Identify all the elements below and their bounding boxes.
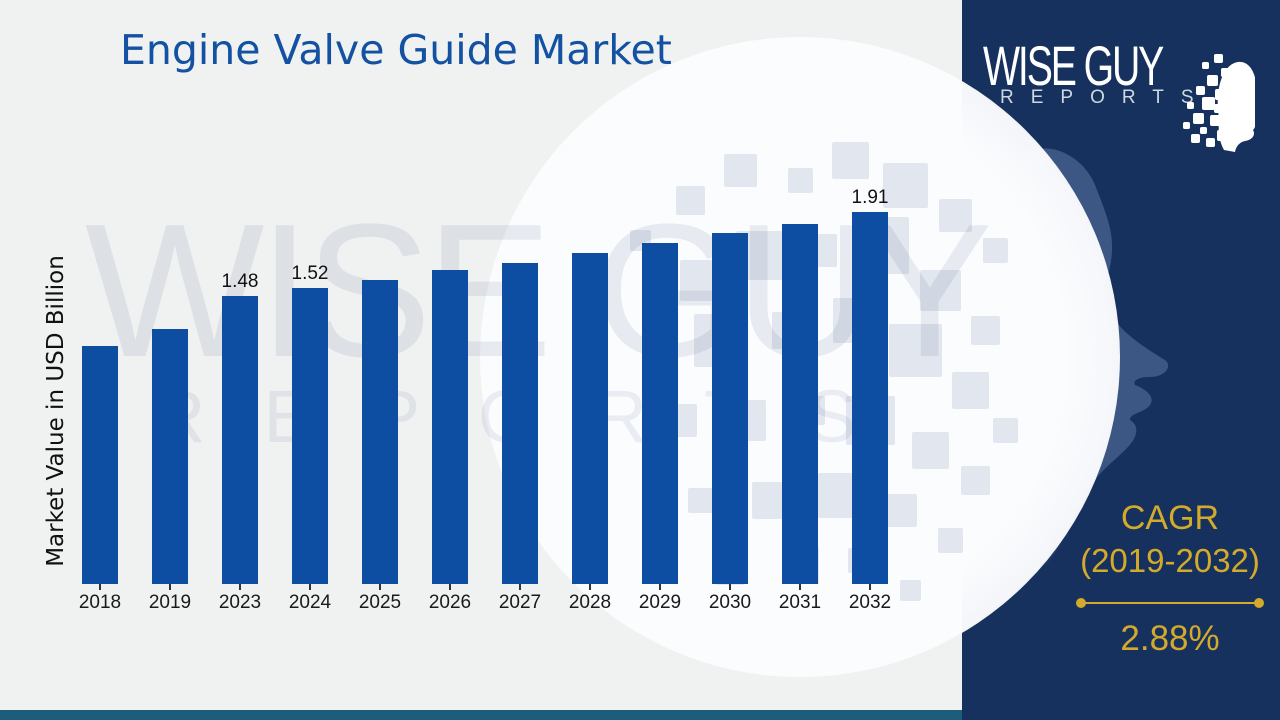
x-axis-tick — [309, 584, 311, 590]
bar-2028 — [572, 253, 608, 584]
line-dot-right — [1254, 597, 1264, 608]
bar-2026 — [432, 270, 468, 584]
cagr-block: CAGR (2019-2032) 2.88% — [1055, 499, 1280, 658]
x-tick-label: 2024 — [288, 592, 332, 613]
cagr-value: 2.88% — [1120, 618, 1220, 658]
logo-wordmark: WISE GUY — [983, 34, 1164, 97]
bar-2024 — [292, 288, 328, 584]
x-axis-tick — [659, 584, 661, 590]
bar-2029 — [642, 243, 678, 584]
x-tick-label: 2023 — [218, 592, 262, 613]
bar-2019 — [152, 329, 188, 584]
cagr-label: CAGR — [1120, 499, 1220, 537]
x-axis-tick — [869, 584, 871, 590]
cagr-divider-line — [1076, 597, 1264, 608]
bar-2018 — [82, 346, 118, 584]
bar-2032 — [852, 212, 888, 584]
x-tick-label: 2027 — [498, 592, 542, 613]
x-axis-tick — [379, 584, 381, 590]
x-tick-label: 2018 — [78, 592, 122, 613]
logo: WISE GUY REPORTS — [975, 30, 1280, 152]
bar-2025 — [362, 280, 398, 584]
x-axis-tick — [99, 584, 101, 590]
bar-value-label: 1.48 — [221, 271, 259, 292]
x-axis-tick — [239, 584, 241, 590]
bar-2023 — [222, 296, 258, 584]
x-tick-label: 2028 — [568, 592, 612, 613]
x-axis-tick — [799, 584, 801, 590]
bar-value-label: 1.52 — [291, 263, 329, 284]
bar-value-label: 1.91 — [851, 187, 889, 208]
x-axis-tick — [729, 584, 731, 590]
bottom-accent-bar — [0, 710, 1280, 720]
cagr-range: (2019-2032) — [1080, 542, 1260, 580]
x-axis-tick — [169, 584, 171, 590]
logo-face-icon — [1217, 61, 1255, 152]
x-tick-label: 2029 — [638, 592, 682, 613]
logo-subtitle: REPORTS — [1000, 87, 1211, 108]
x-axis-tick — [519, 584, 521, 590]
x-tick-label: 2032 — [848, 592, 892, 613]
bar-2027 — [502, 263, 538, 584]
x-tick-label: 2025 — [358, 592, 402, 613]
x-axis-tick — [589, 584, 591, 590]
x-tick-label: 2031 — [778, 592, 822, 613]
bar-2031 — [782, 224, 818, 584]
x-axis-tick — [449, 584, 451, 590]
x-tick-label: 2019 — [148, 592, 192, 613]
x-tick-label: 2030 — [708, 592, 752, 613]
line-dot-left — [1076, 597, 1086, 608]
x-tick-label: 2026 — [428, 592, 472, 613]
page-title: Engine Valve Guide Market — [120, 26, 672, 74]
bar-2030 — [712, 233, 748, 584]
